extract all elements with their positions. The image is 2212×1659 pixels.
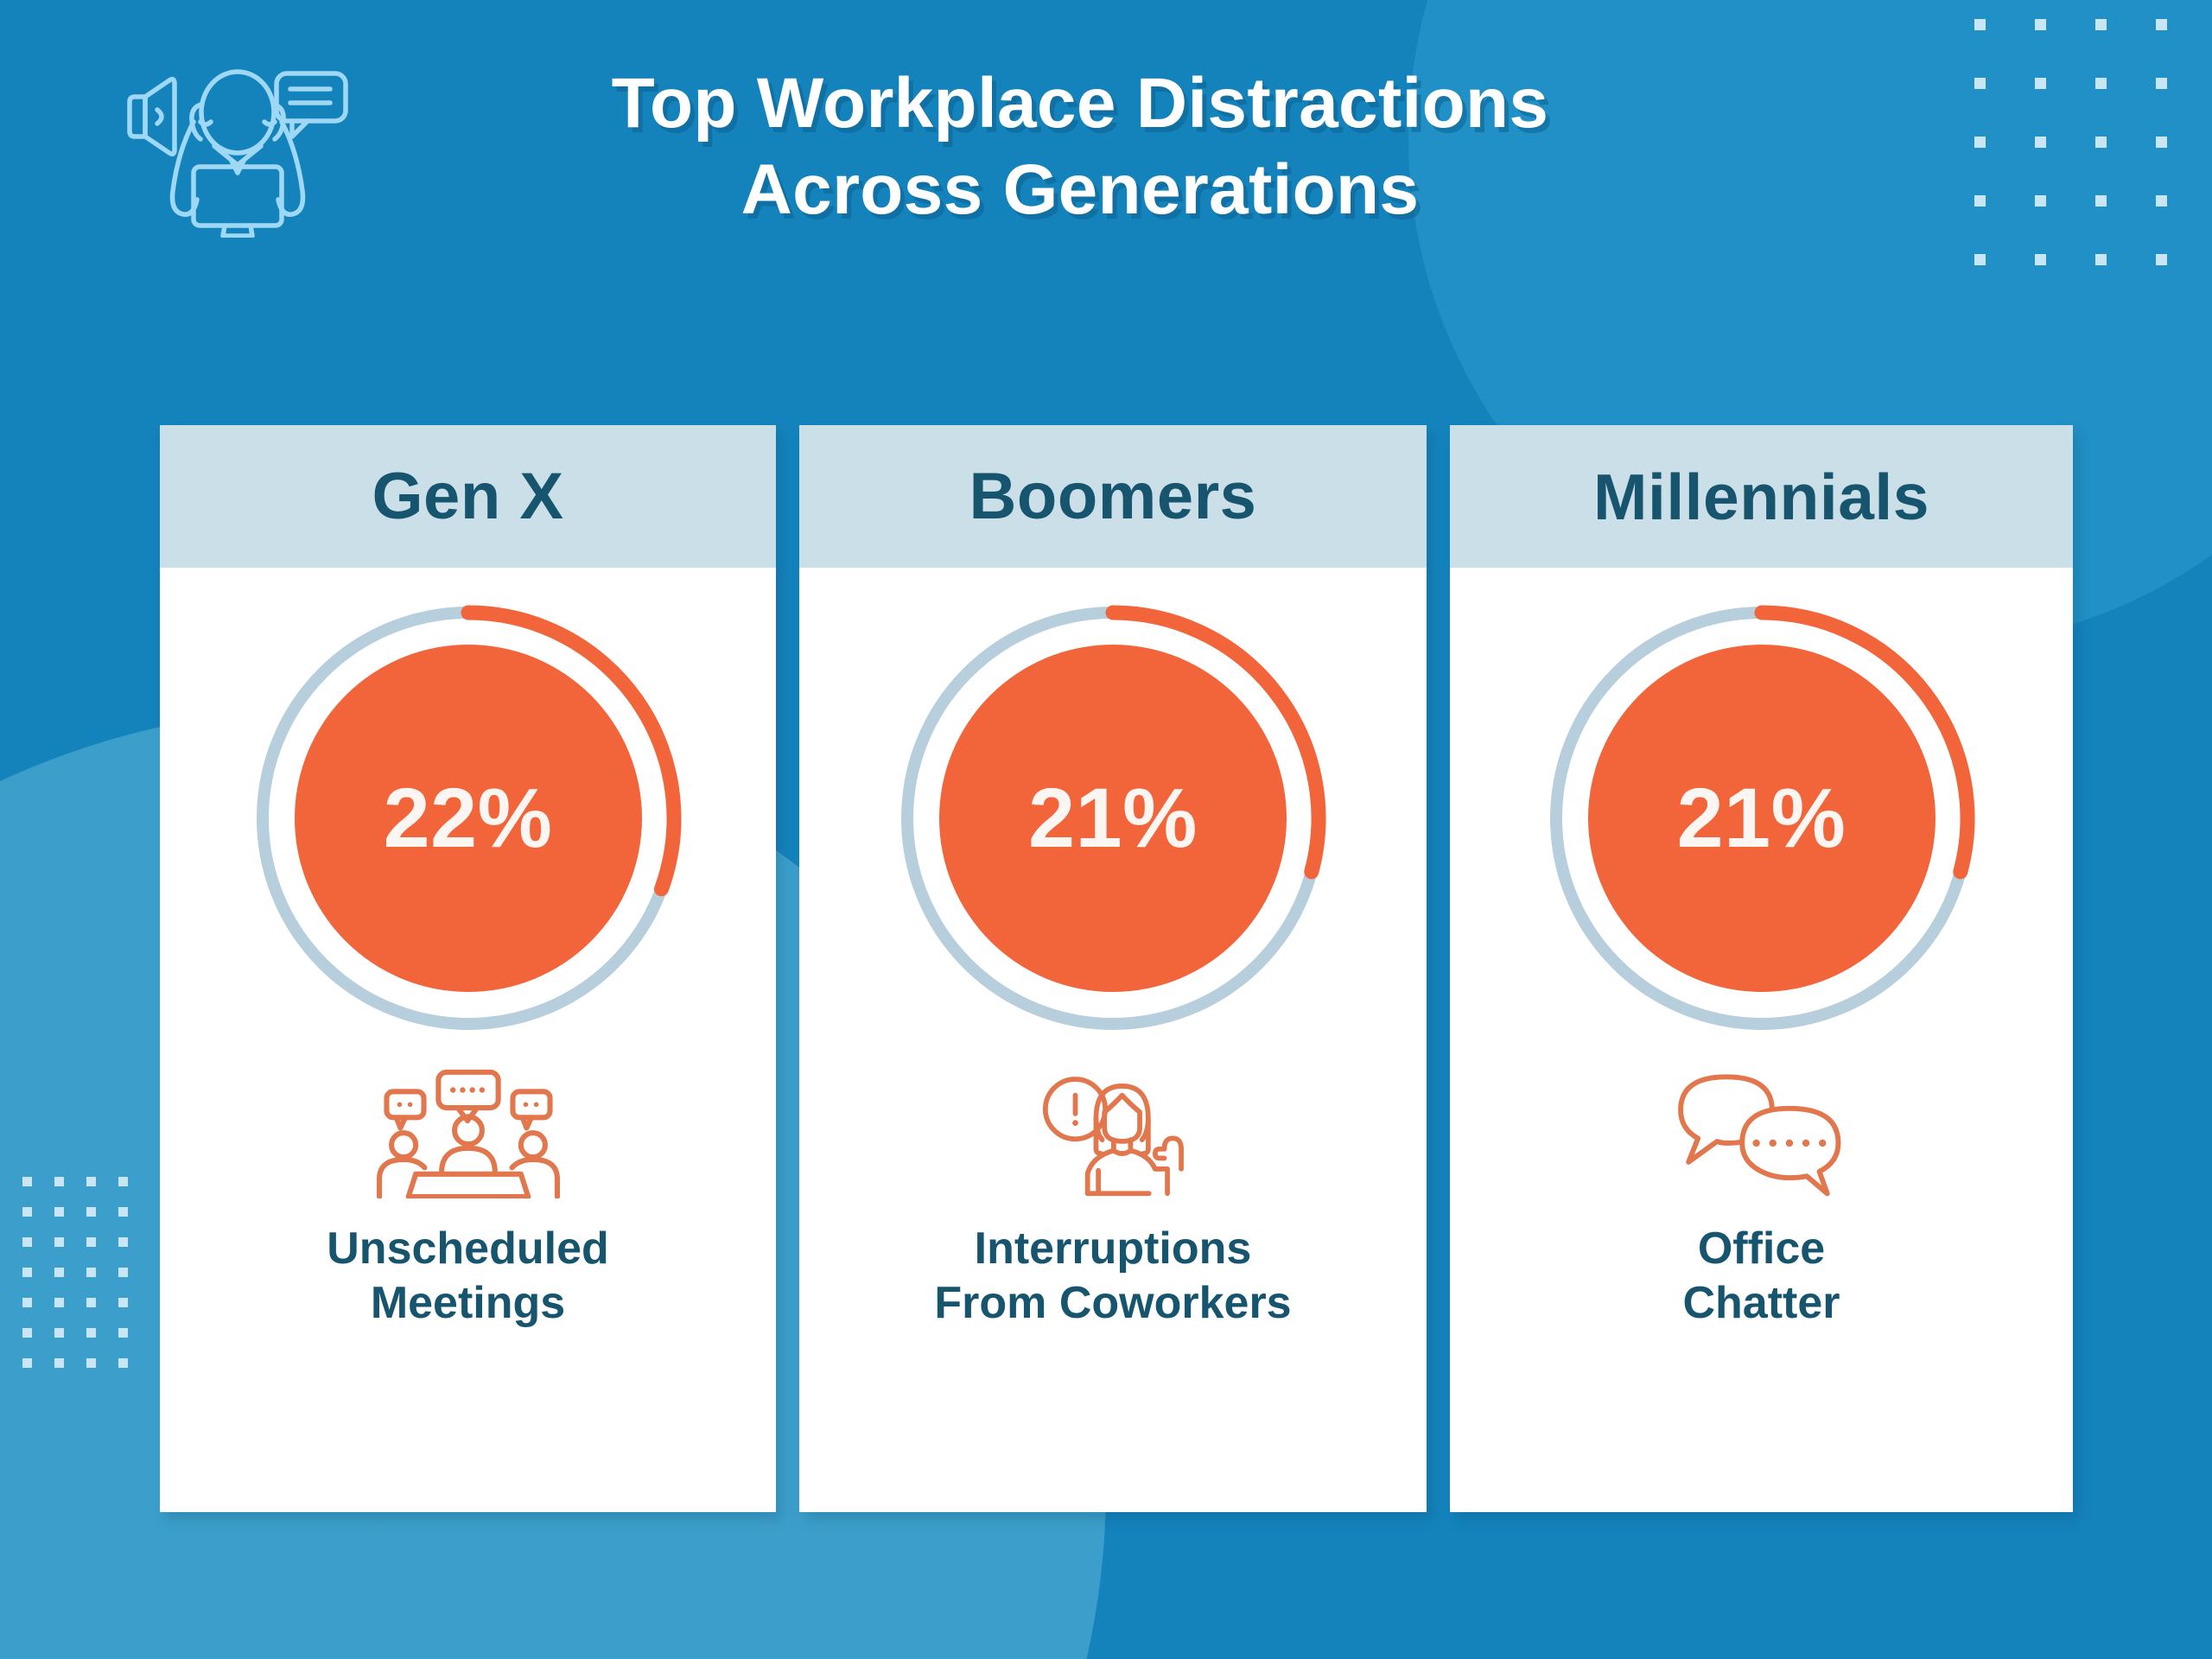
decorative-dot (54, 1358, 64, 1368)
decorative-dot (22, 1237, 32, 1247)
donut-gauge-gen-x: 22% (248, 598, 689, 1039)
decorative-dot (86, 1268, 96, 1277)
dot-pattern-bottom-left (22, 1177, 128, 1368)
gauge-center-gen-x: 22% (248, 598, 689, 1039)
generation-label: Millennials (1593, 460, 1929, 533)
caption-line-2: From Coworkers (934, 1278, 1292, 1329)
person-interrupting-icon (1005, 1065, 1221, 1203)
decorative-dot (54, 1268, 64, 1277)
decorative-dot (86, 1328, 96, 1338)
decorative-dot (118, 1237, 128, 1247)
decorative-dot (86, 1177, 96, 1186)
page-title: Top Workplace Distractions Across Genera… (406, 60, 1754, 233)
caption-line-1: Unscheduled (327, 1224, 609, 1274)
caption-boomers: Interruptions From Coworkers (799, 1222, 1427, 1332)
decorative-dot (22, 1358, 32, 1368)
distracted-worker-icon (104, 48, 372, 238)
decorative-dot (118, 1298, 128, 1307)
meeting-people-icon (360, 1065, 576, 1203)
decorative-dot (118, 1358, 128, 1368)
decorative-dot (54, 1298, 64, 1307)
page-title-line-1: Top Workplace Distractions (611, 64, 1549, 143)
decorative-dot (54, 1177, 64, 1186)
percent-value: 22% (383, 771, 553, 865)
decorative-dot (118, 1328, 128, 1338)
generation-label: Gen X (372, 460, 564, 533)
caption-line-2: Meetings (370, 1278, 566, 1329)
percent-value: 21% (1028, 771, 1198, 865)
card-header-gen-x: Gen X (160, 425, 776, 568)
generation-card-millennials[interactable]: Millennials 21% (1450, 425, 2073, 1512)
decorative-dot (86, 1237, 96, 1247)
speech-bubbles-icon (1654, 1065, 1870, 1203)
decorative-dot (86, 1207, 96, 1217)
caption-line-2: Chatter (1682, 1278, 1840, 1329)
decorative-dot (22, 1268, 32, 1277)
decorative-dot (118, 1207, 128, 1217)
card-header-millennials: Millennials (1450, 425, 2073, 568)
page-title-line-2: Across Generations (741, 150, 1420, 230)
generation-label: Boomers (969, 460, 1257, 533)
gauge-center-millennials: 21% (1541, 598, 1982, 1039)
decorative-dot (86, 1298, 96, 1307)
donut-gauge-millennials: 21% (1541, 598, 1982, 1039)
decorative-dot (22, 1298, 32, 1307)
decorative-dot (54, 1237, 64, 1247)
decorative-dot (54, 1207, 64, 1217)
generation-card-boomers[interactable]: Boomers 21% (799, 425, 1427, 1512)
caption-millennials: Office Chatter (1450, 1222, 2073, 1332)
caption-line-1: Interruptions (974, 1224, 1252, 1274)
caption-gen-x: Unscheduled Meetings (160, 1222, 776, 1332)
caption-line-1: Office (1697, 1224, 1826, 1274)
gauge-center-boomers: 21% (893, 598, 1333, 1039)
decorative-dot (54, 1328, 64, 1338)
card-header-boomers: Boomers (799, 425, 1427, 568)
decorative-dot (86, 1358, 96, 1368)
percent-value: 21% (1676, 771, 1847, 865)
header: Top Workplace Distractions Across Genera… (0, 0, 2212, 363)
donut-gauge-boomers: 21% (893, 598, 1333, 1039)
decorative-dot (118, 1268, 128, 1277)
generation-card-deck: Gen X 22% (160, 425, 2087, 1512)
generation-card-gen-x[interactable]: Gen X 22% (160, 425, 776, 1512)
decorative-dot (22, 1177, 32, 1186)
decorative-dot (22, 1207, 32, 1217)
decorative-dot (22, 1328, 32, 1338)
decorative-dot (118, 1177, 128, 1186)
